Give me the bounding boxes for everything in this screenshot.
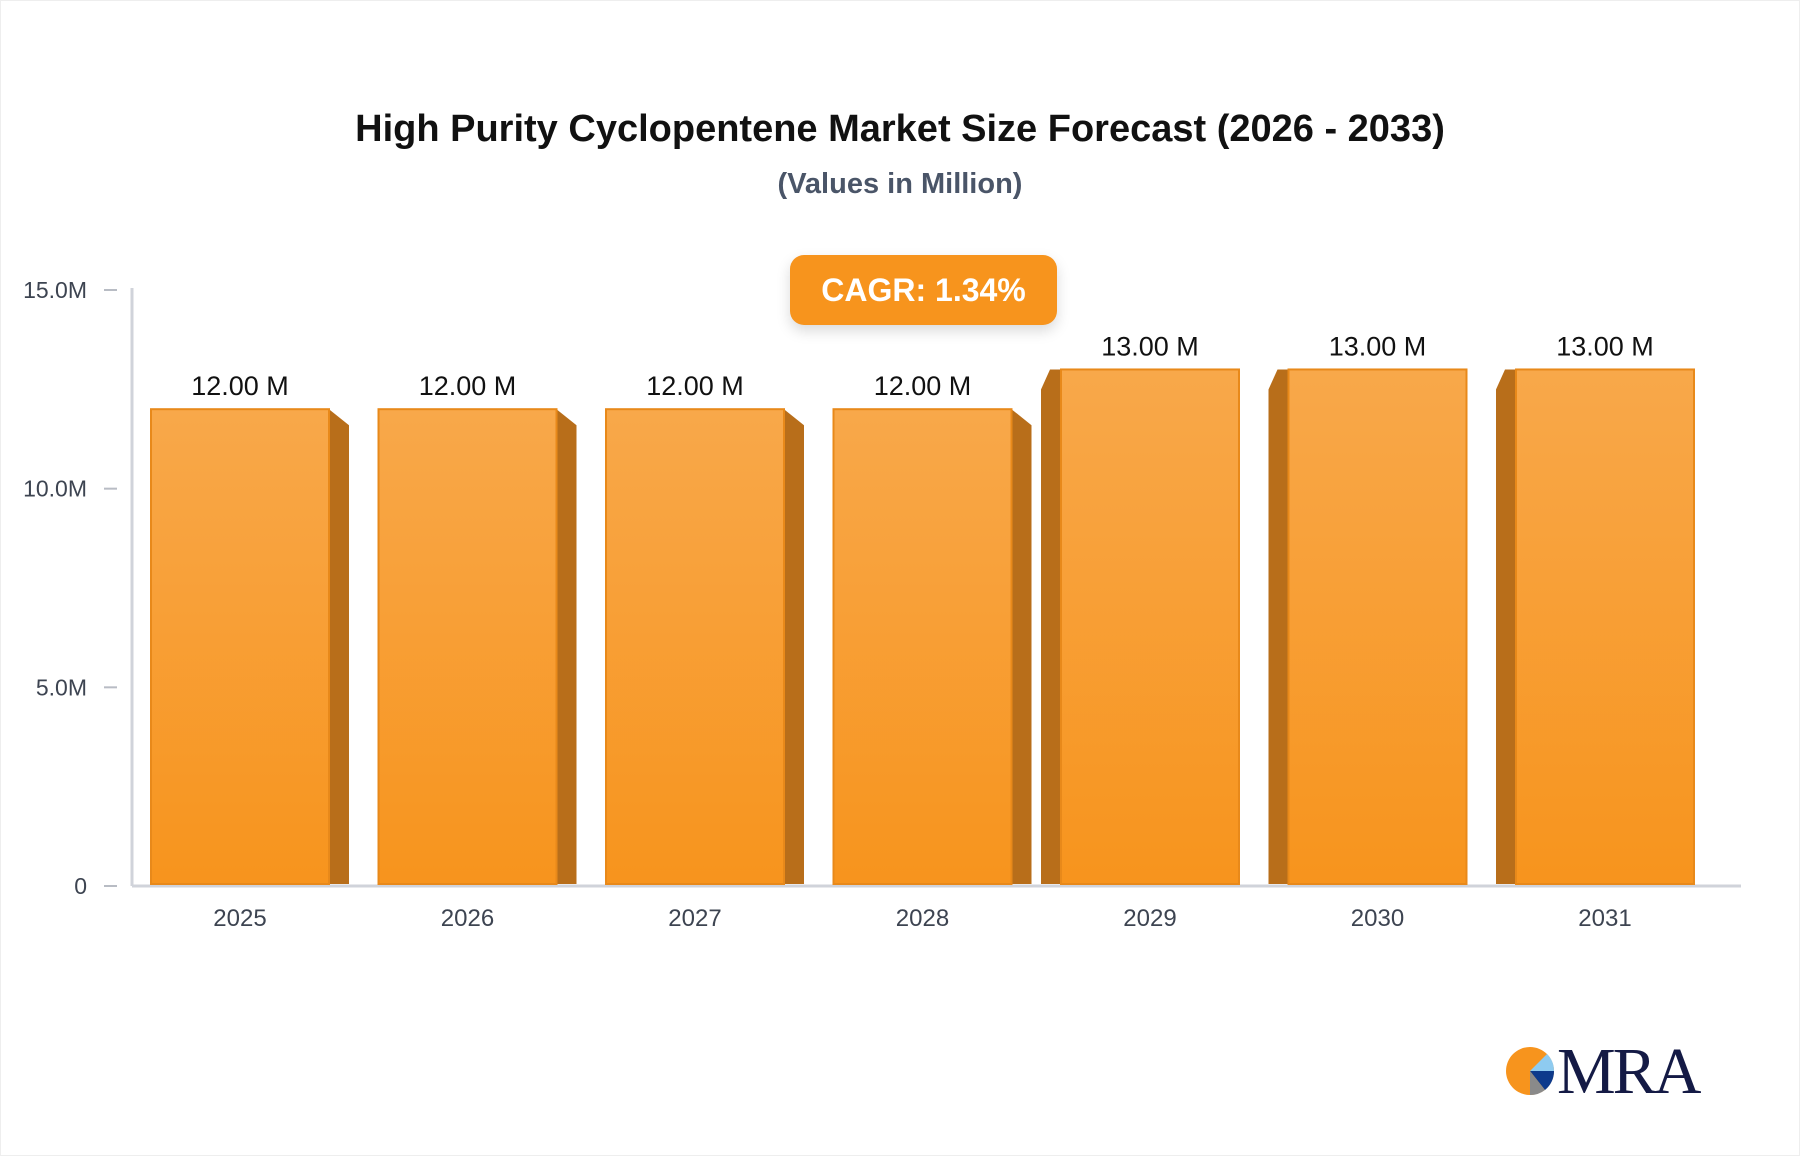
y-tick-label: 5.0M [36,674,87,700]
x-tick-label: 2028 [896,905,949,932]
pie-logo-icon [1506,1047,1555,1096]
data-label: 13.00 M [1101,331,1199,361]
bar-side [1041,369,1061,884]
bar-2025 [150,408,330,885]
bar-side [556,409,577,884]
chart-title: High Purity Cyclopentene Market Size For… [355,108,1445,150]
x-tick-label: 2027 [668,905,721,932]
bar-2026 [377,408,558,885]
bar-2029 [1060,368,1240,885]
y-tick-label: 15.0M [23,277,87,303]
bar-2031 [1515,368,1695,885]
bar-2030 [1287,368,1468,885]
bar-2027 [605,408,785,885]
data-label: 12.00 M [419,371,517,401]
bar-side [1268,369,1289,884]
mra-logo: MRA [1505,1035,1705,1108]
y-tick-label: 10.0M [23,476,87,502]
data-label: 12.00 M [646,371,744,401]
x-tick-label: 2025 [213,905,266,932]
x-tick-label: 2031 [1578,905,1631,932]
data-label: 12.00 M [191,371,289,401]
data-label: 13.00 M [1556,331,1654,361]
data-label: 13.00 M [1329,331,1427,361]
y-tick-label: 0 [74,873,87,899]
bar-side [329,409,349,884]
chart-subtitle: (Values in Million) [777,168,1023,200]
bar-side [1496,369,1516,884]
logo-text: MRA [1557,1035,1701,1108]
bar-side [784,409,804,884]
x-tick-label: 2026 [441,905,494,932]
data-label: 12.00 M [874,371,972,401]
cagr-badge: CAGR: 1.34% [790,255,1057,325]
bar-2028 [832,408,1013,885]
bar-side [1011,409,1032,884]
x-tick-label: 2030 [1351,905,1404,932]
x-tick-label: 2029 [1123,905,1176,932]
